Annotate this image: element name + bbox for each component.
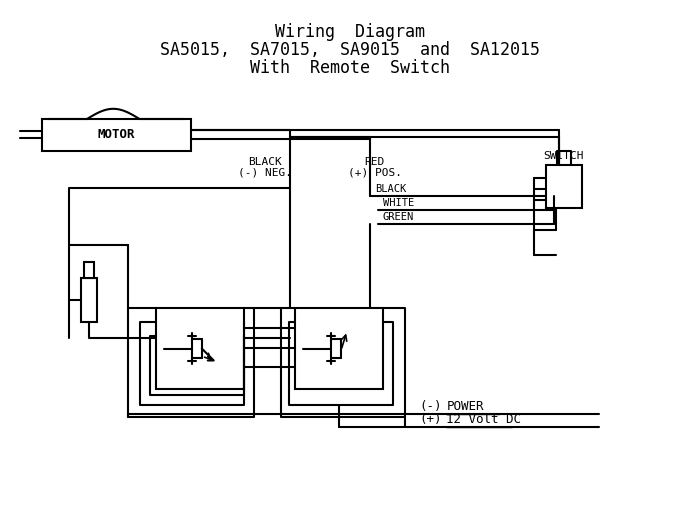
Text: GREEN: GREEN bbox=[383, 212, 414, 222]
Bar bbox=[156, 308, 244, 390]
Text: (-) NEG.: (-) NEG. bbox=[239, 167, 293, 177]
Text: (-): (-) bbox=[419, 400, 442, 413]
Text: (+) POS.: (+) POS. bbox=[348, 167, 402, 177]
Text: SA5015,  SA7015,  SA9015  and  SA12015: SA5015, SA7015, SA9015 and SA12015 bbox=[160, 41, 540, 59]
Text: RED: RED bbox=[365, 156, 385, 166]
Bar bbox=[295, 308, 383, 390]
Text: POWER: POWER bbox=[447, 400, 484, 413]
Bar bbox=[85, 262, 95, 278]
Text: WHITE: WHITE bbox=[383, 198, 414, 208]
Text: Wiring  Diagram: Wiring Diagram bbox=[275, 23, 425, 41]
Text: With  Remote  Switch: With Remote Switch bbox=[250, 59, 450, 77]
Text: MOTOR: MOTOR bbox=[97, 128, 135, 141]
Text: SWITCH: SWITCH bbox=[544, 151, 584, 161]
Text: BLACK: BLACK bbox=[248, 156, 282, 166]
Bar bbox=[41, 119, 191, 151]
Bar bbox=[81, 278, 97, 322]
Text: BLACK: BLACK bbox=[375, 184, 406, 194]
Text: (+): (+) bbox=[419, 413, 442, 426]
Text: 12 Volt DC: 12 Volt DC bbox=[447, 413, 522, 426]
Bar bbox=[546, 164, 582, 208]
